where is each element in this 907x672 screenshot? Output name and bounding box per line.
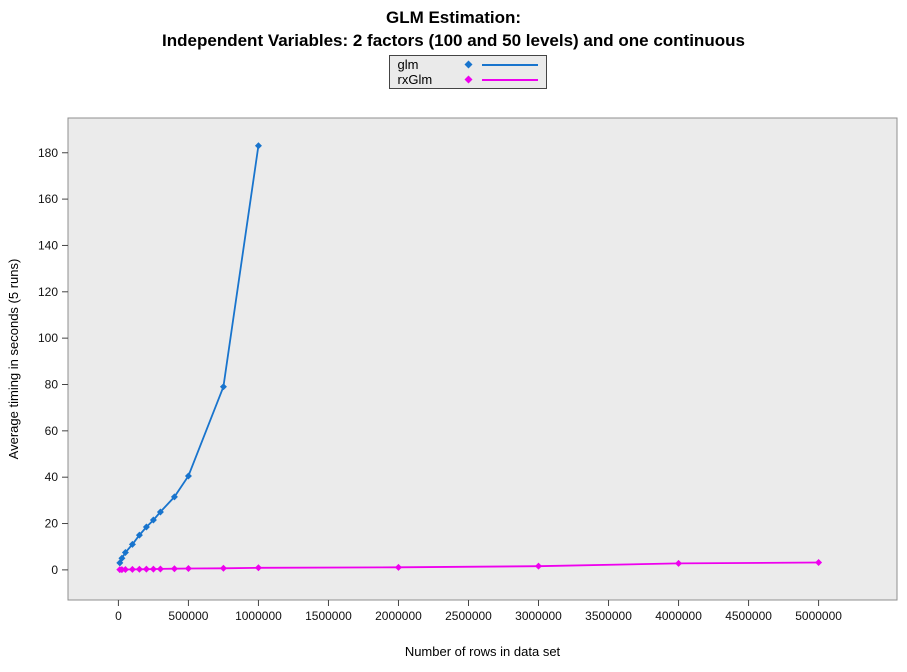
x-tick-label: 2500000	[445, 609, 492, 623]
y-tick-label: 160	[38, 192, 58, 206]
x-tick-label: 3000000	[515, 609, 562, 623]
plot-background	[67, 117, 898, 601]
data-point-rxGlm	[142, 565, 150, 573]
data-point-rxGlm	[156, 565, 164, 573]
data-point-rxGlm	[135, 565, 143, 573]
data-point-rxGlm	[675, 559, 683, 567]
data-point-rxGlm	[815, 558, 823, 566]
data-point-rxGlm	[184, 564, 192, 572]
x-tick-label: 4500000	[725, 609, 772, 623]
x-tick-label: 5000000	[795, 609, 842, 623]
data-point-rxGlm	[219, 564, 227, 572]
chart-title-line2: Independent Variables: 2 factors (100 an…	[162, 31, 745, 50]
series-line-rxGlm	[119, 561, 819, 571]
x-tick-label: 500000	[168, 609, 208, 623]
legend-item-rxglm: rxGlm	[394, 72, 542, 87]
diamond-marker-icon	[456, 60, 482, 69]
x-tick-label: 2000000	[375, 609, 422, 623]
data-point-rxGlm	[121, 566, 129, 574]
data-point-glm	[170, 493, 178, 501]
y-tick-label: 80	[45, 377, 59, 391]
x-tick-label: 1000000	[235, 609, 282, 623]
x-tick-label: 3500000	[585, 609, 632, 623]
data-point-rxGlm	[254, 564, 262, 572]
legend-label-rxglm: rxGlm	[397, 72, 433, 87]
legend-item-glm: glm	[394, 57, 542, 72]
y-tick-label: 100	[38, 331, 58, 345]
data-point-glm	[156, 508, 164, 516]
data-point-glm	[219, 383, 227, 391]
legend-line-sample	[481, 78, 538, 81]
data-point-glm	[149, 516, 157, 524]
data-point-glm	[142, 523, 150, 531]
data-point-glm	[254, 142, 262, 150]
legend-line-sample	[481, 63, 538, 66]
y-tick-label: 60	[45, 424, 59, 438]
y-tick-label: 40	[45, 470, 59, 484]
data-point-rxGlm	[394, 563, 402, 571]
y-tick-label: 0	[51, 563, 58, 577]
x-axis-label: Number of rows in data set	[405, 644, 561, 659]
data-point-rxGlm	[170, 565, 178, 573]
y-tick-label: 20	[45, 517, 59, 531]
x-tick-label: 4000000	[655, 609, 702, 623]
data-point-glm	[135, 531, 143, 539]
data-point-glm	[118, 554, 126, 562]
chart-title: GLM Estimation: Independent Variables: 2…	[0, 6, 907, 52]
y-tick-label: 180	[38, 146, 58, 160]
y-axis-label: Average timing in seconds (5 runs)	[6, 259, 21, 460]
y-tick-label: 120	[38, 285, 58, 299]
data-point-glm	[121, 548, 129, 556]
data-point-rxGlm	[149, 565, 157, 573]
y-tick-label: 140	[38, 238, 58, 252]
data-point-rxGlm	[535, 562, 543, 570]
legend-label-glm: glm	[397, 57, 419, 72]
x-tick-label: 0	[115, 609, 122, 623]
chart-title-line1: GLM Estimation:	[385, 8, 522, 27]
data-point-rxGlm	[128, 565, 136, 573]
data-point-glm	[184, 472, 192, 480]
x-tick-label: 1500000	[305, 609, 352, 623]
diamond-marker-icon	[456, 75, 482, 84]
data-point-glm	[128, 540, 136, 548]
legend: glm rxGlm	[388, 55, 547, 89]
